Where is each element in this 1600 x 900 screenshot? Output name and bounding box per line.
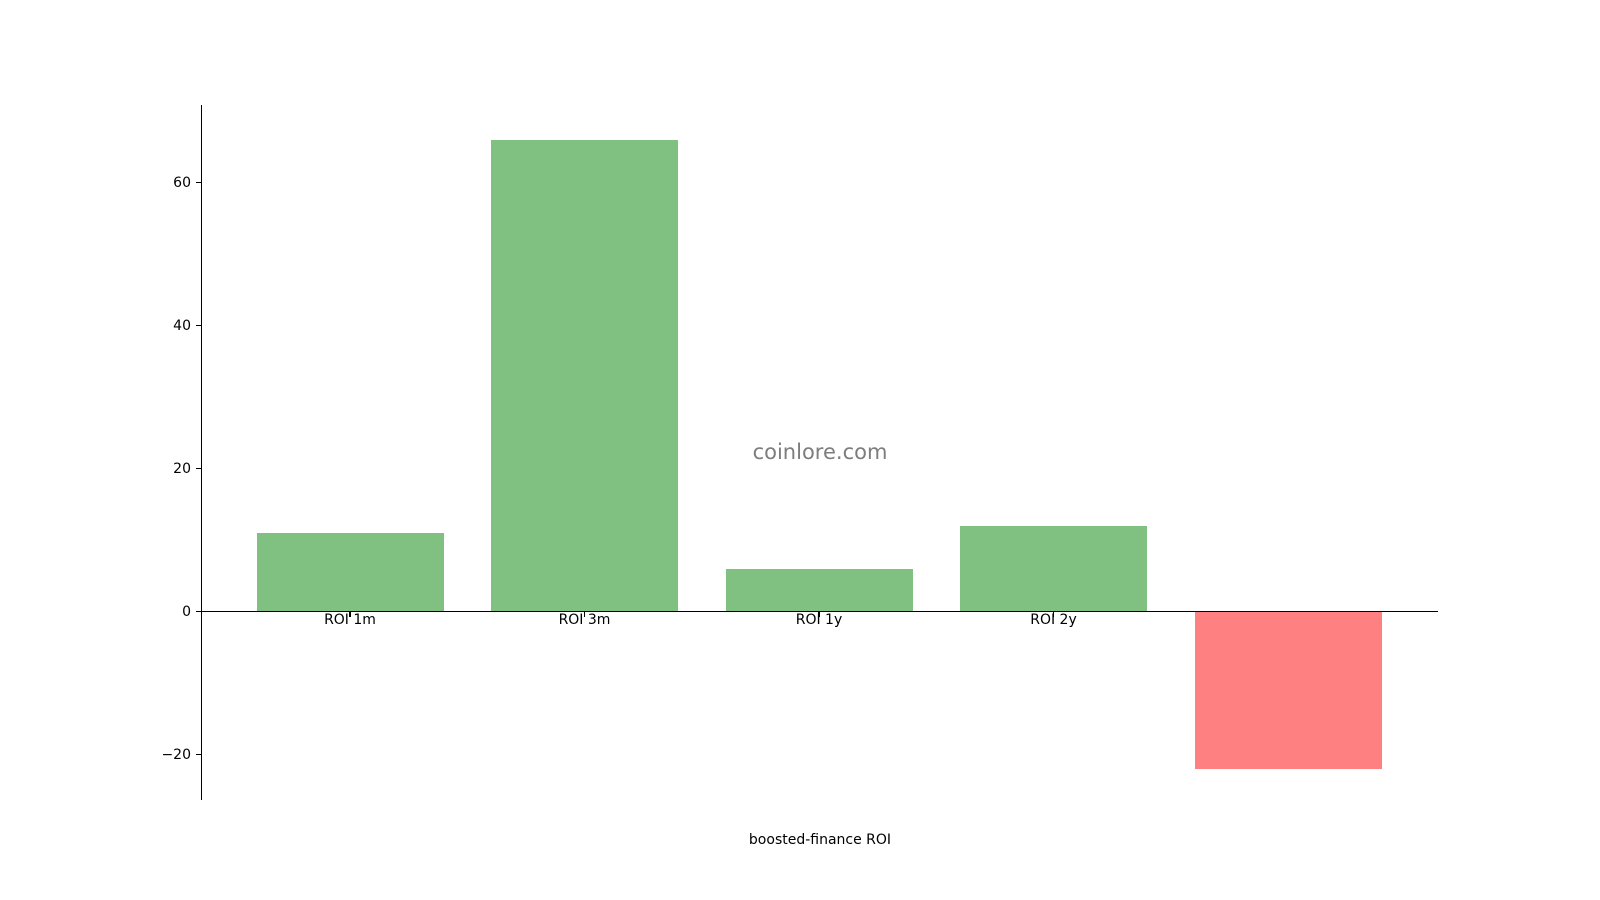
x-tick-label: ROI 3m: [558, 612, 611, 628]
y-tick: [195, 181, 201, 184]
x-tick: [1052, 611, 1055, 617]
y-tick: [195, 610, 201, 613]
y-tick: [195, 753, 201, 756]
y-tick-label: 20: [173, 460, 191, 477]
x-tick-label: ROI 1m: [324, 612, 376, 628]
x-axis-title: boosted-finance ROI: [748, 832, 892, 848]
watermark: coinlore.com: [752, 440, 888, 464]
bar-3: [960, 525, 1147, 612]
x-tick-label: ROI 2y: [1030, 612, 1077, 628]
y-tick-label: 40: [173, 317, 191, 334]
y-tick-label: 60: [173, 174, 191, 191]
bar-0: [256, 532, 444, 612]
x-tick: [349, 611, 351, 617]
y-tick: [195, 324, 201, 327]
y-axis-line: [201, 105, 203, 800]
y-tick-label: 0: [182, 603, 191, 620]
x-axis-line: [201, 611, 1438, 613]
x-tick: [583, 611, 586, 617]
y-tick: [195, 467, 201, 470]
x-tick: [818, 611, 820, 617]
y-tick-label: −20: [161, 746, 191, 763]
x-tick-label: ROI 1y: [795, 612, 843, 628]
bar-4: [1194, 611, 1382, 769]
bar-2: [725, 568, 913, 612]
bar-1: [491, 139, 678, 612]
